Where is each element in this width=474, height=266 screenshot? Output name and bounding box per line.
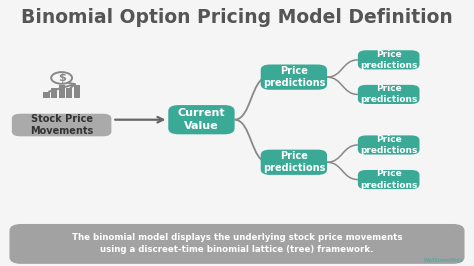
Text: The binomial model displays the underlying stock price movements
using a discree: The binomial model displays the underlyi…: [72, 233, 402, 254]
FancyBboxPatch shape: [358, 170, 419, 189]
Text: Binomial Option Pricing Model Definition: Binomial Option Pricing Model Definition: [21, 8, 453, 27]
FancyBboxPatch shape: [168, 105, 235, 134]
FancyBboxPatch shape: [358, 85, 419, 104]
Bar: [74, 85, 80, 98]
Text: Price
predictions: Price predictions: [360, 169, 418, 190]
Bar: [51, 88, 57, 98]
Text: Price
predictions: Price predictions: [360, 135, 418, 155]
Text: Price
predictions: Price predictions: [360, 84, 418, 105]
Text: Current
Value: Current Value: [178, 109, 225, 131]
FancyBboxPatch shape: [9, 224, 465, 264]
Text: Price
predictions: Price predictions: [263, 66, 325, 88]
FancyBboxPatch shape: [358, 135, 419, 155]
FancyBboxPatch shape: [358, 50, 419, 69]
FancyBboxPatch shape: [261, 149, 327, 175]
FancyBboxPatch shape: [12, 114, 111, 136]
Text: $: $: [58, 73, 65, 83]
FancyBboxPatch shape: [261, 65, 327, 90]
Text: Stock Price
Movements: Stock Price Movements: [30, 114, 93, 136]
Bar: [59, 85, 65, 98]
Bar: [66, 88, 72, 98]
Text: Price
predictions: Price predictions: [263, 151, 325, 173]
Text: WallStreetMojo: WallStreetMojo: [424, 258, 464, 263]
Text: Price
predictions: Price predictions: [360, 50, 418, 70]
Bar: [44, 92, 49, 98]
